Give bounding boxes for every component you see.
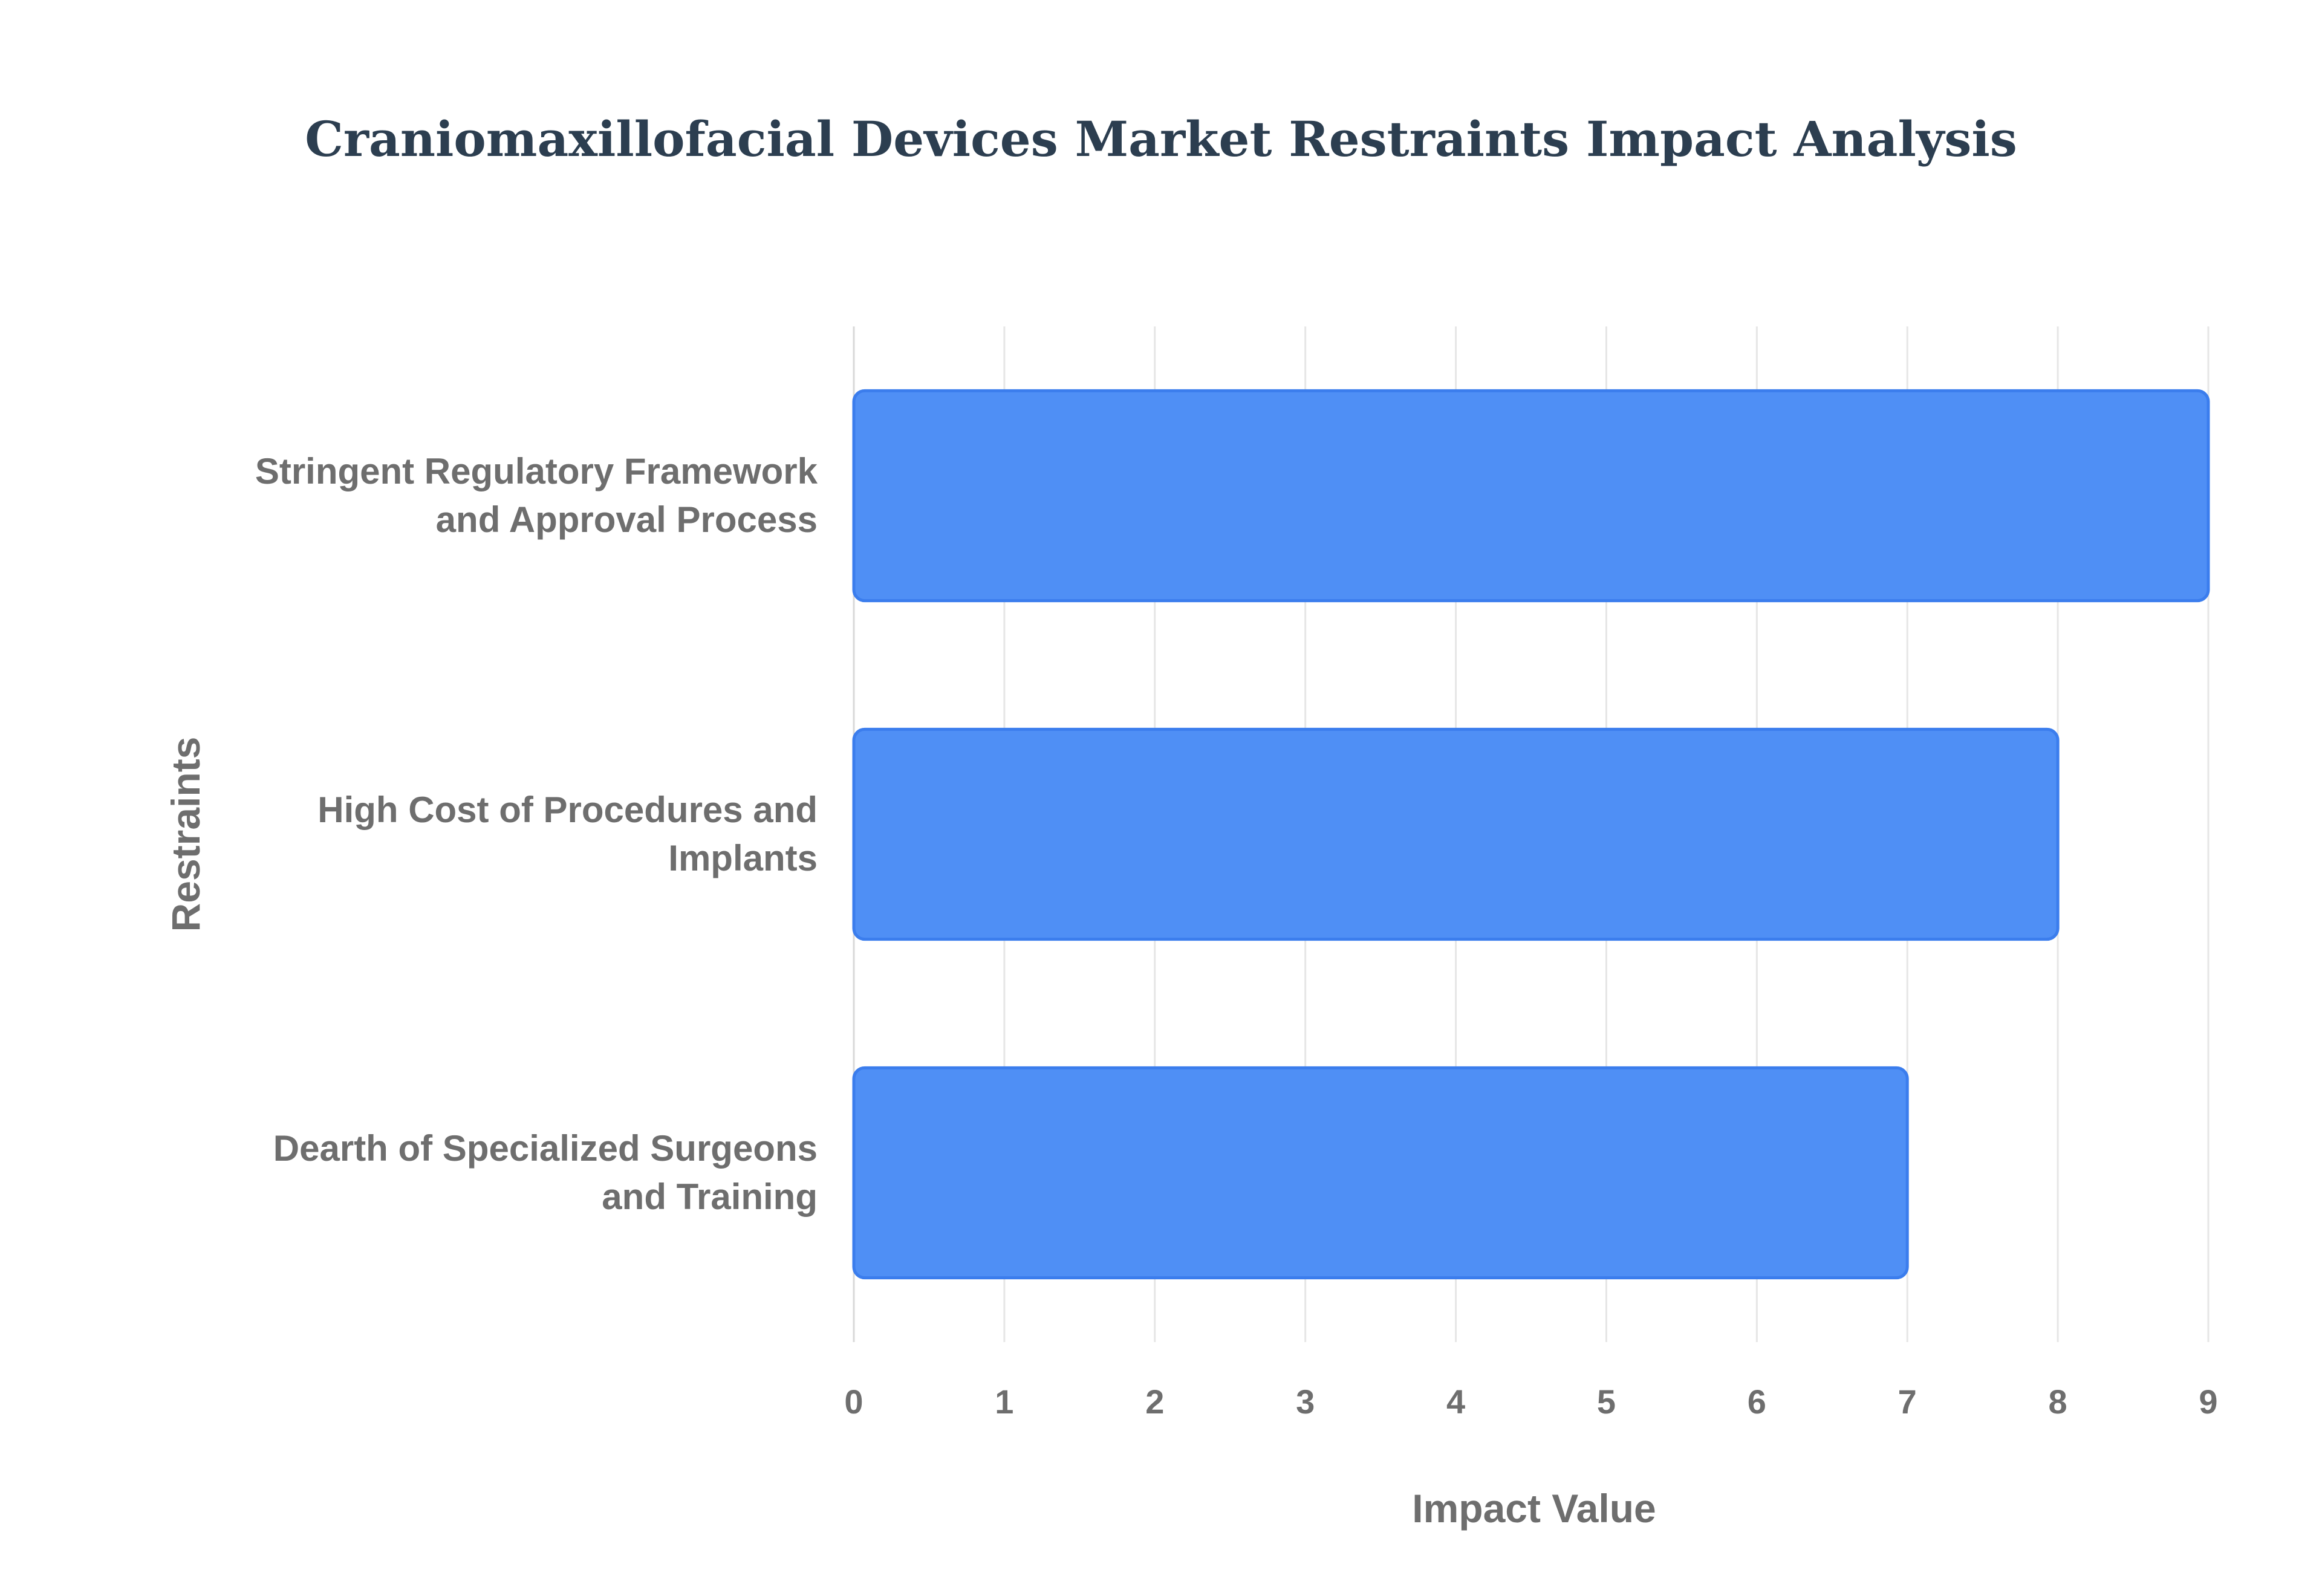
category-labels: Stringent Regulatory Framework and Approv…	[255, 451, 818, 1217]
x-axis-title: Impact Value	[1412, 1486, 1656, 1531]
x-tick-label: 5	[1597, 1383, 1616, 1421]
x-tick-label: 2	[1145, 1383, 1164, 1421]
category-label: Implants	[668, 838, 818, 878]
x-tick-label: 9	[2199, 1383, 2217, 1421]
bar	[852, 389, 2210, 603]
category-label: and Training	[602, 1176, 818, 1217]
y-axis-title: Restraints	[163, 737, 208, 932]
x-tick-label: 3	[1296, 1383, 1315, 1421]
category-label: Dearth of Specialized Surgeons	[273, 1128, 818, 1169]
x-tick-label: 7	[1898, 1383, 1917, 1421]
category-label: and Approval Process	[436, 499, 818, 540]
chart-title: Craniomaxillofacial Devices Market Restr…	[305, 111, 2017, 167]
category-label: High Cost of Procedures and	[317, 790, 818, 830]
bar	[852, 1066, 1909, 1280]
bar	[852, 727, 2060, 941]
bars	[852, 389, 2210, 1280]
x-tick-label: 6	[1748, 1383, 1766, 1421]
x-tick-label: 4	[1446, 1383, 1465, 1421]
x-tick-label: 8	[2049, 1383, 2067, 1421]
x-tick-label: 1	[995, 1383, 1013, 1421]
x-tick-label: 0	[844, 1383, 863, 1421]
x-tick-labels: 0 1 2 3 4 5 6 7 8 9	[844, 1383, 2217, 1421]
category-label: Stringent Regulatory Framework	[255, 451, 818, 491]
